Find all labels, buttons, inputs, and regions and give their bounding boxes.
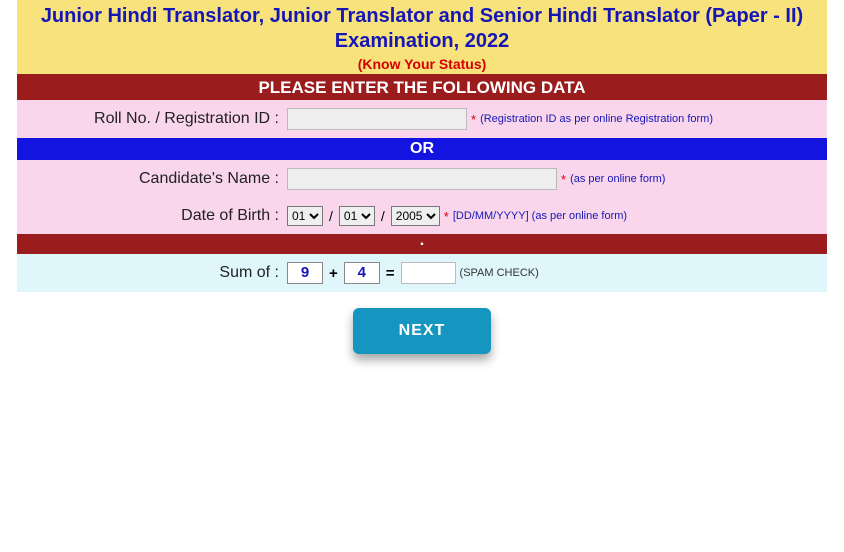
dob-row: Date of Birth : 01 / 01 / 2005 * [DD/MM/… [17, 198, 827, 234]
or-separator: OR [17, 138, 827, 160]
form-container: Junior Hindi Translator, Junior Translat… [17, 0, 827, 370]
dob-month-select[interactable]: 01 [339, 206, 375, 226]
roll-label: Roll No. / Registration ID : [17, 110, 287, 128]
dob-hint: [DD/MM/YYYY] (as per online form) [453, 210, 627, 222]
name-label: Candidate's Name : [17, 170, 287, 188]
dob-label: Date of Birth : [17, 207, 287, 225]
captcha-hint: (SPAM CHECK) [460, 267, 539, 279]
captcha-label: Sum of : [17, 264, 287, 282]
required-star: * [471, 112, 476, 127]
section-heading: PLEASE ENTER THE FOLLOWING DATA [17, 76, 827, 100]
roll-row: Roll No. / Registration ID : * (Registra… [17, 100, 827, 138]
captcha-input[interactable] [401, 262, 456, 284]
required-star: * [444, 209, 449, 224]
exam-title: Junior Hindi Translator, Junior Translat… [23, 4, 821, 54]
button-row: NEXT [17, 292, 827, 370]
required-star: * [561, 172, 566, 187]
next-button[interactable]: NEXT [353, 308, 492, 354]
captcha-a: 9 [287, 262, 323, 284]
name-hint: (as per online form) [570, 173, 665, 185]
name-input[interactable] [287, 168, 557, 190]
captcha-b: 4 [344, 262, 380, 284]
dob-day-select[interactable]: 01 [287, 206, 323, 226]
roll-input[interactable] [287, 108, 467, 130]
header: Junior Hindi Translator, Junior Translat… [17, 0, 827, 76]
dob-year-select[interactable]: 2005 [391, 206, 440, 226]
name-row: Candidate's Name : * (as per online form… [17, 160, 827, 198]
captcha-row: Sum of : 9 + 4 = (SPAM CHECK) [17, 254, 827, 292]
exam-subtitle: (Know Your Status) [23, 56, 821, 72]
roll-hint: (Registration ID as per online Registrat… [480, 113, 713, 125]
separator-bar: . [17, 234, 827, 254]
